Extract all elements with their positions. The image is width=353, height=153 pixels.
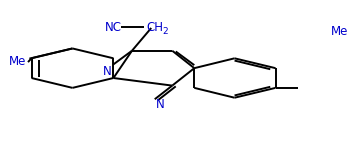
Text: Me: Me	[330, 25, 348, 38]
Text: CH: CH	[146, 21, 163, 34]
Text: Me: Me	[8, 55, 26, 68]
Text: 2: 2	[163, 27, 168, 36]
Text: NC: NC	[104, 21, 121, 34]
Text: N: N	[156, 98, 164, 111]
Text: N: N	[103, 65, 112, 78]
